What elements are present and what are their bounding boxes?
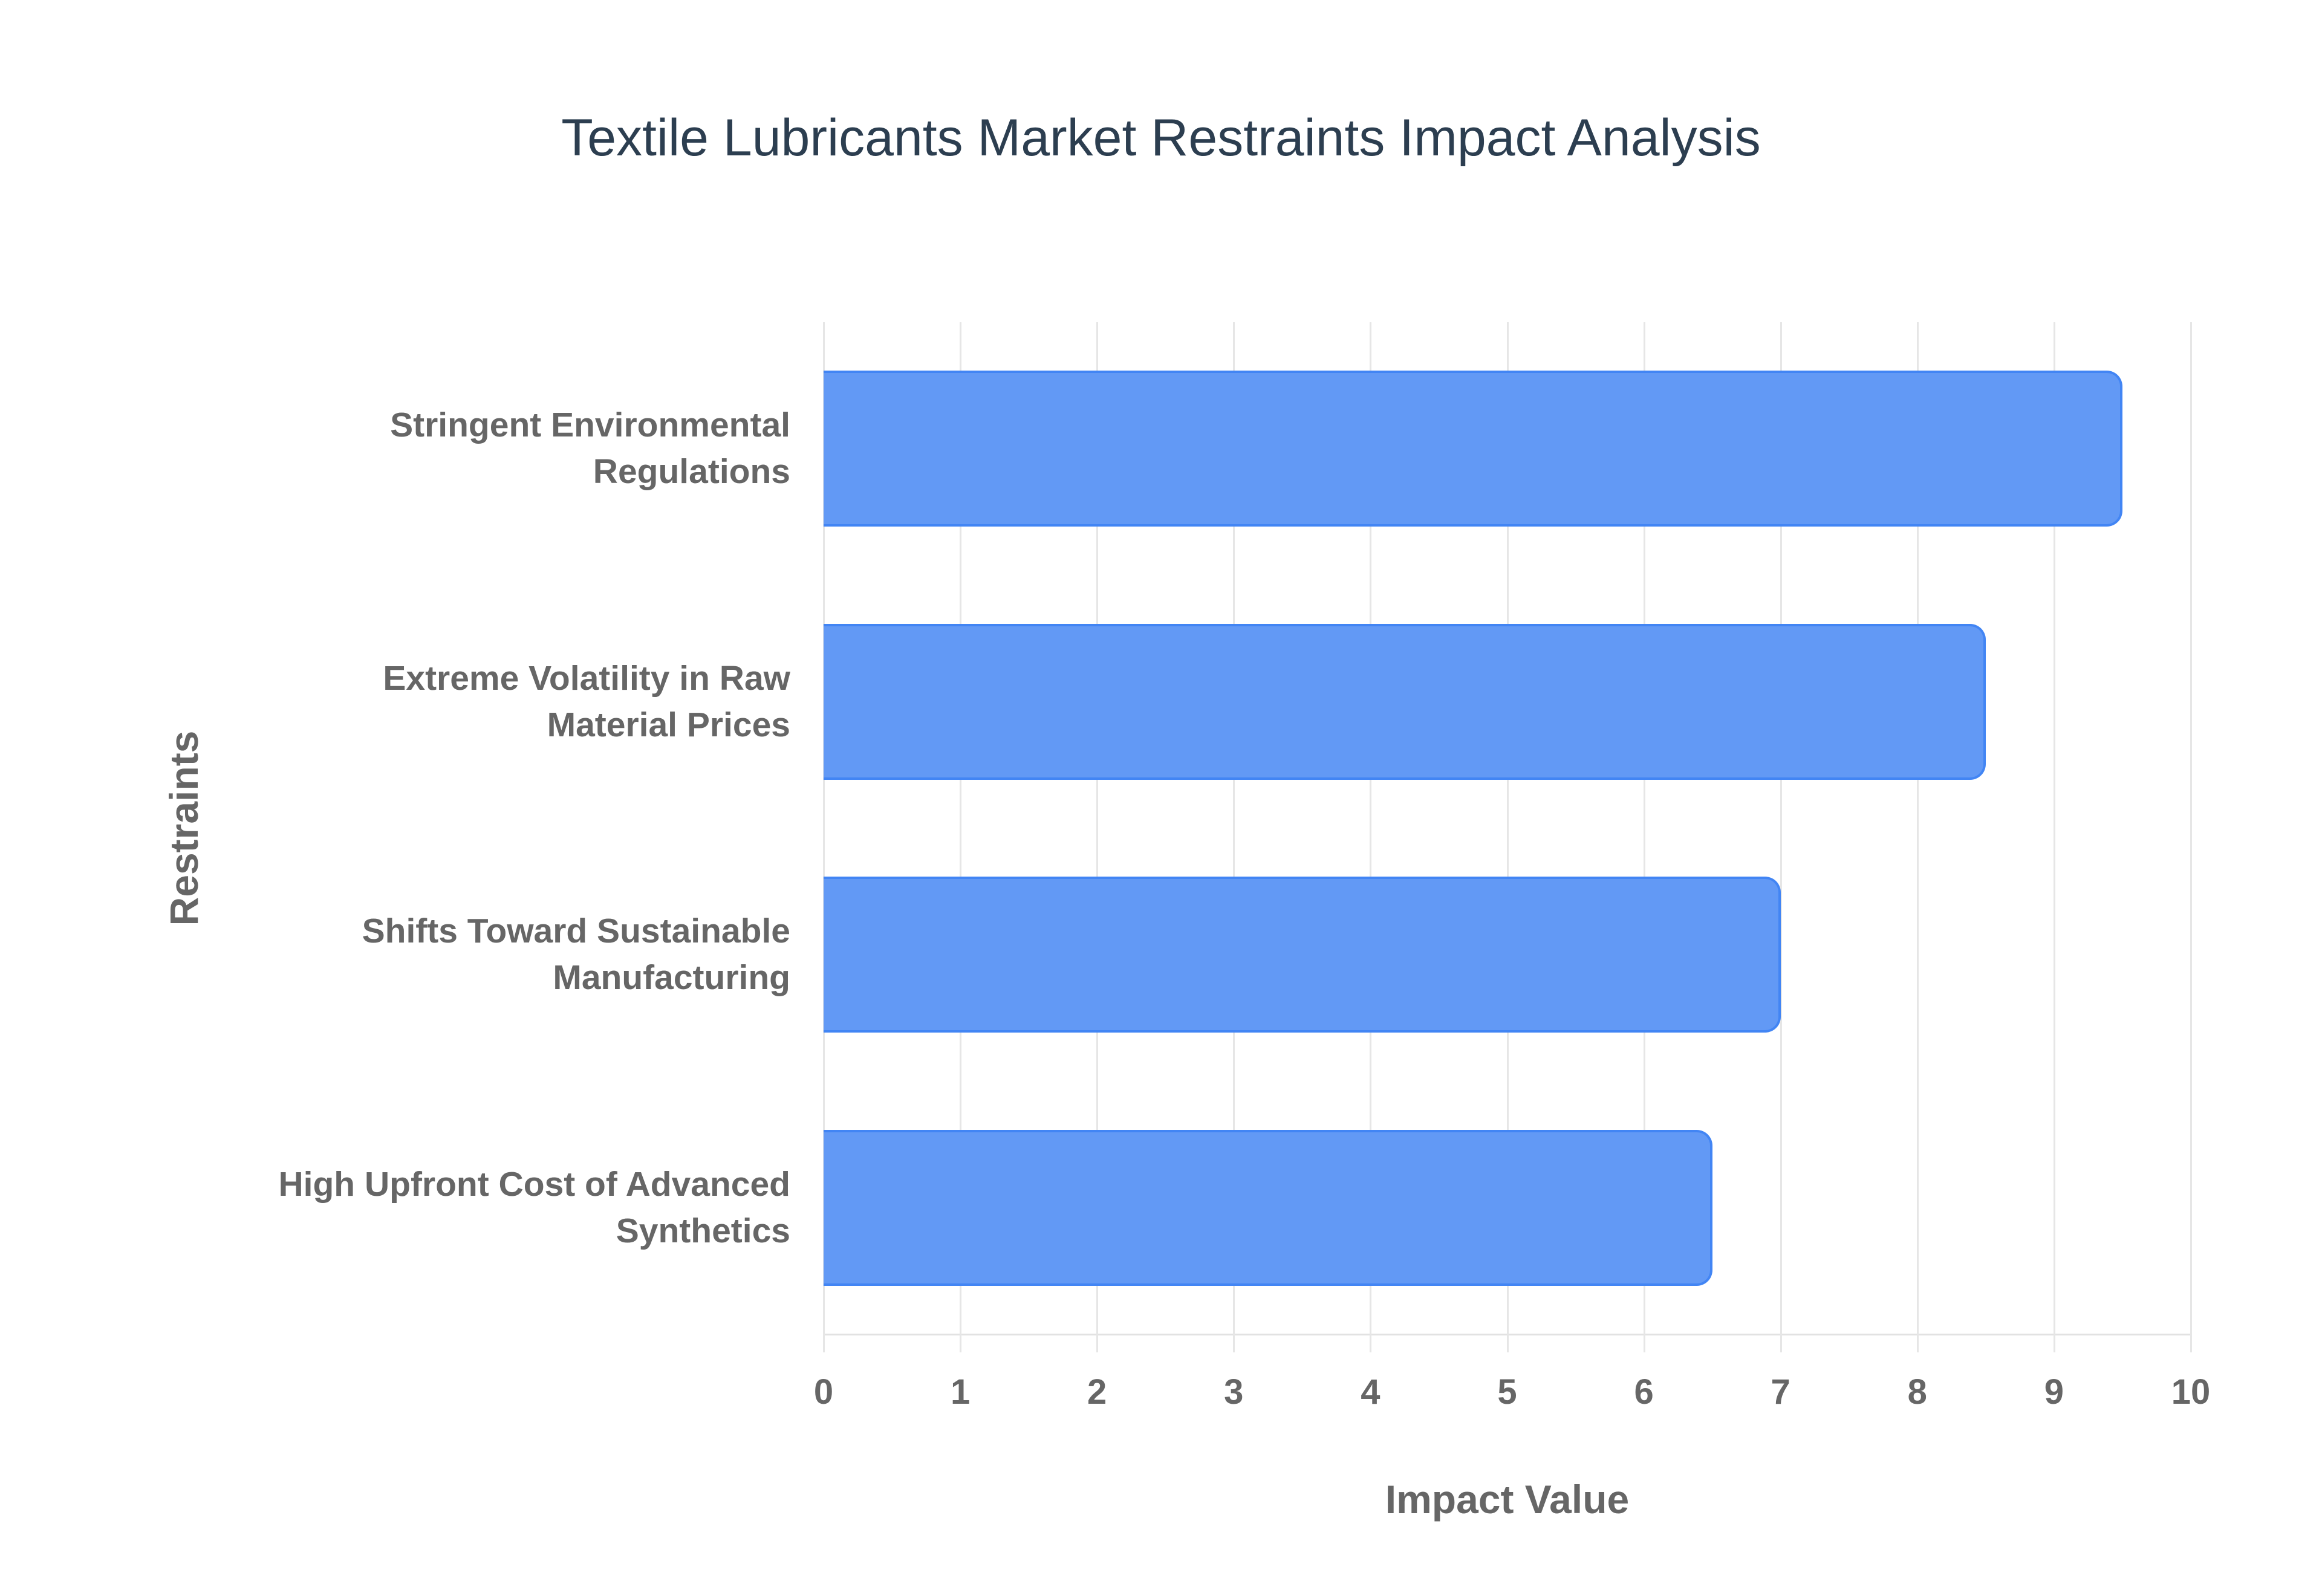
- y-tick-label-line: Extreme Volatility in Raw: [383, 658, 790, 698]
- x-tick-label: 5: [1497, 1372, 1517, 1412]
- y-tick-label: Extreme Volatility in Raw Material Prices: [125, 655, 790, 748]
- gridline: [1916, 322, 1919, 1352]
- y-tick-label-line: High Upfront Cost of Advanced: [278, 1164, 790, 1204]
- x-tick-label: 0: [813, 1372, 834, 1412]
- bar[interactable]: [824, 1129, 1712, 1286]
- x-tick-label: 6: [1634, 1372, 1654, 1412]
- x-tick-label: 7: [1771, 1372, 1790, 1412]
- gridline: [2190, 322, 2192, 1352]
- x-tick-label: 3: [1224, 1372, 1244, 1412]
- bar[interactable]: [824, 371, 2122, 527]
- gridline: [1506, 322, 1509, 1352]
- y-tick-label: High Upfront Cost of Advanced Synthetics: [125, 1161, 790, 1254]
- gridline: [960, 322, 962, 1352]
- x-tick-label: 10: [2171, 1372, 2211, 1412]
- x-tick-label: 1: [950, 1372, 971, 1412]
- y-tick-label-line: Manufacturing: [553, 958, 790, 997]
- y-tick-label: Shifts Toward Sustainable Manufacturing: [125, 908, 790, 1001]
- plot-area: 0 1 2 3 4 5 6 7 8 9 10: [814, 322, 2210, 1412]
- bar[interactable]: [824, 623, 1986, 780]
- x-tick-label: 9: [2044, 1372, 2064, 1412]
- bar[interactable]: [824, 877, 1781, 1033]
- x-tick-label: 8: [1907, 1372, 1927, 1412]
- gridline: [1643, 322, 1645, 1352]
- y-tick-label-line: Shifts Toward Sustainable: [362, 912, 790, 951]
- gridline: [1780, 322, 1782, 1352]
- x-axis-title: Impact Value: [1385, 1477, 1630, 1522]
- y-tick-label-line: Stringent Environmental: [390, 406, 790, 445]
- x-tick-label: 2: [1087, 1372, 1107, 1412]
- gridline: [2053, 322, 2055, 1352]
- y-tick-label-line: Material Prices: [547, 705, 790, 744]
- y-tick-label-line: Synthetics: [616, 1211, 790, 1250]
- y-axis-title: Restraints: [161, 730, 206, 926]
- chart-title: Textile Lubricants Market Restraints Imp…: [561, 109, 1761, 167]
- x-tick-label: 4: [1361, 1372, 1381, 1412]
- y-tick-label-line: Regulations: [593, 452, 790, 491]
- gridline: [1096, 322, 1099, 1352]
- gridline: [1370, 322, 1372, 1352]
- gridline: [1233, 322, 1235, 1352]
- y-tick-label: Stringent Environmental Regulations: [125, 402, 790, 495]
- gridline: [823, 322, 825, 1352]
